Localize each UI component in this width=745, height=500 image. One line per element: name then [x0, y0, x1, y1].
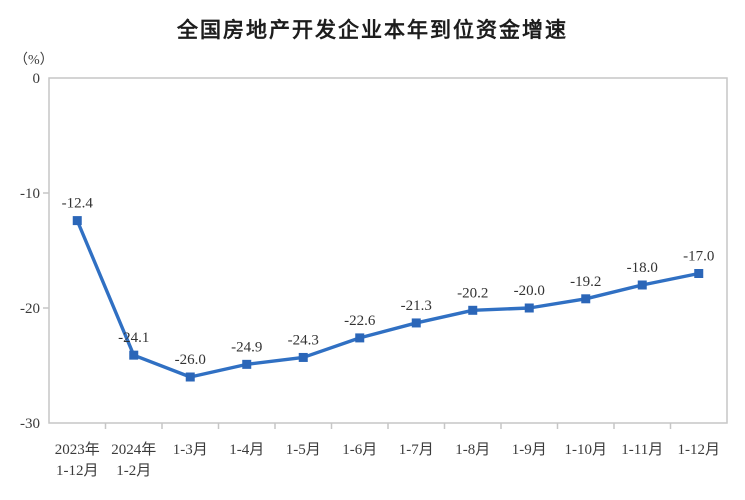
- data-point-marker: [468, 305, 478, 315]
- x-tick-label: 1-8月: [455, 442, 490, 458]
- data-point-label: -20.0: [514, 283, 545, 299]
- x-tick-label: 1-12月: [678, 442, 721, 458]
- data-point-marker: [524, 303, 534, 313]
- y-tick-label: -10: [20, 186, 40, 202]
- plot-area-border: [48, 77, 728, 424]
- data-point-label: -18.0: [627, 260, 658, 276]
- x-tick-label: 1-9月: [512, 442, 547, 458]
- data-point-label: -19.2: [570, 274, 601, 290]
- data-point-marker: [581, 294, 591, 304]
- x-tick-label: 1-5月: [286, 442, 321, 458]
- data-point-marker: [637, 280, 647, 290]
- data-point-label: -24.9: [231, 339, 262, 355]
- data-point-marker: [298, 352, 308, 362]
- data-point-marker: [411, 318, 421, 328]
- data-point-label: -24.3: [288, 332, 319, 348]
- y-tick-label: -20: [20, 301, 40, 317]
- y-tick-label: 0: [33, 71, 41, 87]
- data-point-label: -22.6: [344, 313, 376, 329]
- x-tick-label: 2023年 1-12月: [55, 441, 100, 479]
- data-point-label: -26.0: [175, 352, 206, 368]
- data-point-marker: [185, 372, 195, 382]
- data-point-label: -12.4: [62, 196, 94, 212]
- x-tick-label: 1-4月: [229, 442, 264, 458]
- y-axis-unit-label: （%）: [14, 53, 54, 68]
- data-point-label: -17.0: [683, 249, 714, 265]
- x-tick-label: 1-7月: [399, 442, 434, 458]
- data-point-marker: [355, 333, 365, 343]
- data-point-marker: [72, 216, 82, 226]
- chart-title: 全国房地产开发企业本年到位资金增速: [177, 19, 568, 42]
- data-point-label: -21.3: [401, 298, 432, 314]
- y-tick-label: -30: [20, 416, 40, 432]
- data-point-marker: [242, 359, 252, 369]
- x-tick-label: 1-11月: [621, 442, 663, 458]
- data-point-label: -24.1: [118, 330, 149, 346]
- data-point-marker: [129, 350, 139, 360]
- x-tick-label: 1-3月: [173, 442, 208, 458]
- x-tick-label: 1-10月: [565, 442, 608, 458]
- data-point-label: -20.2: [457, 285, 488, 301]
- x-tick-label: 2024年 1-2月: [111, 441, 156, 479]
- data-point-marker: [694, 269, 704, 278]
- x-tick-label: 1-6月: [342, 442, 377, 458]
- series-line: [75, 218, 701, 379]
